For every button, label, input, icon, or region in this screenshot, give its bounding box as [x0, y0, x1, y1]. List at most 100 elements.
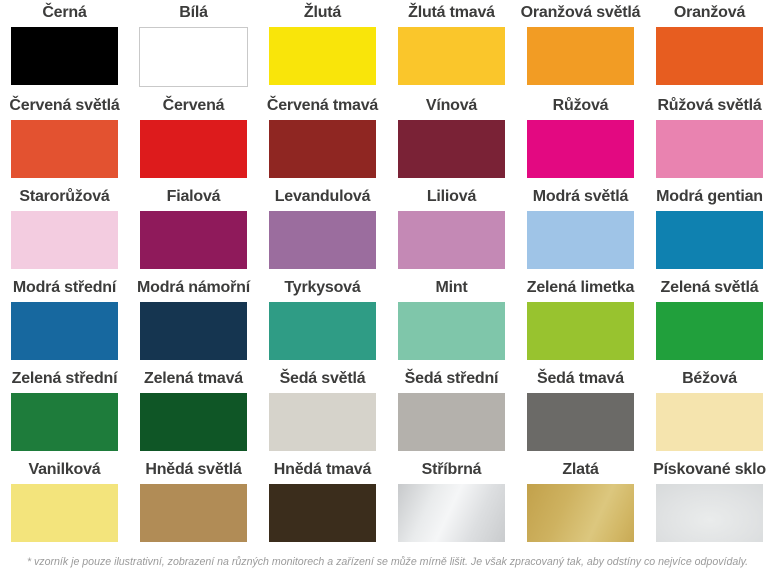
color-name-label: Šedá tmavá: [537, 370, 624, 387]
color-swatch: [656, 120, 763, 178]
color-name-label: Modrá gentian: [656, 188, 763, 205]
color-name-label: Růžová: [552, 97, 609, 114]
color-name-label: Mint: [435, 279, 468, 296]
color-swatch-cell: Mint: [398, 278, 505, 360]
color-swatch: [11, 393, 118, 451]
color-name-label: Červená tmavá: [266, 97, 379, 114]
color-swatch: [527, 302, 634, 360]
color-swatch: [398, 120, 505, 178]
color-name-label: Pískované sklo: [653, 461, 766, 478]
color-swatch-cell: Růžová světlá: [656, 96, 763, 178]
color-swatch-cell: Žlutá: [269, 3, 376, 87]
color-swatch: [11, 211, 118, 269]
color-swatch: [140, 302, 247, 360]
color-swatch-cell: Zelená světlá: [656, 278, 763, 360]
color-swatch: [398, 211, 505, 269]
color-name-label: Zelená střední: [11, 370, 118, 387]
color-swatch: [656, 211, 763, 269]
color-swatch: [527, 27, 634, 85]
color-swatch: [140, 393, 247, 451]
color-name-label: Šedá světlá: [279, 370, 366, 387]
color-name-label: Zelená tmavá: [144, 370, 243, 387]
color-name-label: Oranžová: [673, 4, 746, 21]
color-name-label: Stříbrná: [421, 461, 482, 478]
color-swatch: [398, 302, 505, 360]
color-swatch-cell: Modrá gentian: [656, 187, 763, 269]
color-name-label: Zelená limetka: [526, 279, 635, 296]
color-swatch: [269, 393, 376, 451]
color-name-label: Bílá: [179, 4, 208, 21]
color-swatch-cell: Modrá námořní: [137, 278, 250, 360]
color-name-label: Béžová: [682, 370, 737, 387]
color-name-label: Hnědá světlá: [145, 461, 242, 478]
color-swatch-cell: Modrá střední: [11, 278, 118, 360]
color-name-label: Starorůžová: [19, 188, 110, 205]
color-name-label: Zlatá: [562, 461, 599, 478]
color-swatch-cell: Hnědá světlá: [140, 460, 247, 542]
color-name-label: Liliová: [426, 188, 477, 205]
color-swatch-cell: Levandulová: [269, 187, 376, 269]
color-swatch-cell: Oranžová světlá: [521, 3, 641, 87]
color-swatch: [269, 211, 376, 269]
color-swatch-cell: Zelená tmavá: [140, 369, 247, 451]
color-name-label: Tyrkysová: [284, 279, 361, 296]
color-swatch-cell: Červená tmavá: [266, 96, 379, 178]
color-swatch: [11, 302, 118, 360]
color-name-label: Hnědá tmavá: [273, 461, 372, 478]
color-swatch-cell: Vanilková: [11, 460, 118, 542]
color-name-label: Fialová: [166, 188, 221, 205]
color-name-label: Modrá světlá: [532, 188, 629, 205]
color-name-label: Modrá námořní: [137, 279, 250, 296]
color-swatch: [527, 120, 634, 178]
color-swatch: [656, 27, 763, 85]
color-swatch: [139, 27, 248, 87]
color-name-label: Černá: [42, 4, 87, 21]
color-swatch: [656, 393, 763, 451]
color-swatch-cell: Žlutá tmavá: [398, 3, 505, 87]
color-name-label: Žlutá: [303, 4, 342, 21]
color-swatch-cell: Béžová: [656, 369, 763, 451]
color-name-label: Levandulová: [274, 188, 371, 205]
color-swatch: [11, 120, 118, 178]
color-name-label: Žlutá tmavá: [408, 4, 495, 21]
color-swatch: [269, 27, 376, 85]
color-swatch-cell: Červená světlá: [9, 96, 120, 178]
color-swatch-cell: Zelená limetka: [527, 278, 634, 360]
color-swatch: [11, 484, 118, 542]
color-swatch-cell: Šedá světlá: [269, 369, 376, 451]
color-swatch: [140, 120, 247, 178]
color-swatch: [656, 484, 763, 542]
color-swatch-cell: Modrá světlá: [527, 187, 634, 269]
disclaimer-note: * vzorník je pouze ilustrativní, zobraze…: [26, 556, 749, 568]
color-swatch-cell: Zelená střední: [11, 369, 118, 451]
color-swatch-cell: Liliová: [398, 187, 505, 269]
color-swatch: [11, 27, 118, 85]
color-swatch-grid: Černá Bílá Žlutá Žlutá tmavá Oranžová sv…: [9, 3, 766, 542]
color-swatch-cell: Bílá: [139, 3, 248, 87]
color-name-label: Zelená světlá: [660, 279, 759, 296]
color-swatch-cell: Stříbrná: [398, 460, 505, 542]
color-swatch-cell: Starorůžová: [11, 187, 118, 269]
color-swatch-cell: Pískované sklo: [653, 460, 766, 542]
color-swatch-cell: Růžová: [527, 96, 634, 178]
color-name-label: Červená světlá: [9, 97, 120, 114]
color-name-label: Růžová světlá: [657, 97, 762, 114]
color-swatch-cell: Hnědá tmavá: [269, 460, 376, 542]
color-swatch-cell: Tyrkysová: [269, 278, 376, 360]
color-swatch: [269, 484, 376, 542]
color-name-label: Oranžová světlá: [520, 4, 641, 21]
color-swatch-cell: Černá: [11, 3, 118, 87]
color-name-label: Modrá střední: [12, 279, 117, 296]
color-swatch-cell: Vínová: [398, 96, 505, 178]
color-swatch: [140, 211, 247, 269]
color-swatch-cell: Fialová: [140, 187, 247, 269]
color-swatch: [656, 302, 763, 360]
color-name-label: Šedá střední: [404, 370, 499, 387]
color-swatch: [398, 393, 505, 451]
color-swatch: [527, 211, 634, 269]
color-swatch: [269, 120, 376, 178]
color-swatch: [140, 484, 247, 542]
color-swatch-cell: Zlatá: [527, 460, 634, 542]
color-swatch: [269, 302, 376, 360]
color-name-label: Vínová: [425, 97, 478, 114]
